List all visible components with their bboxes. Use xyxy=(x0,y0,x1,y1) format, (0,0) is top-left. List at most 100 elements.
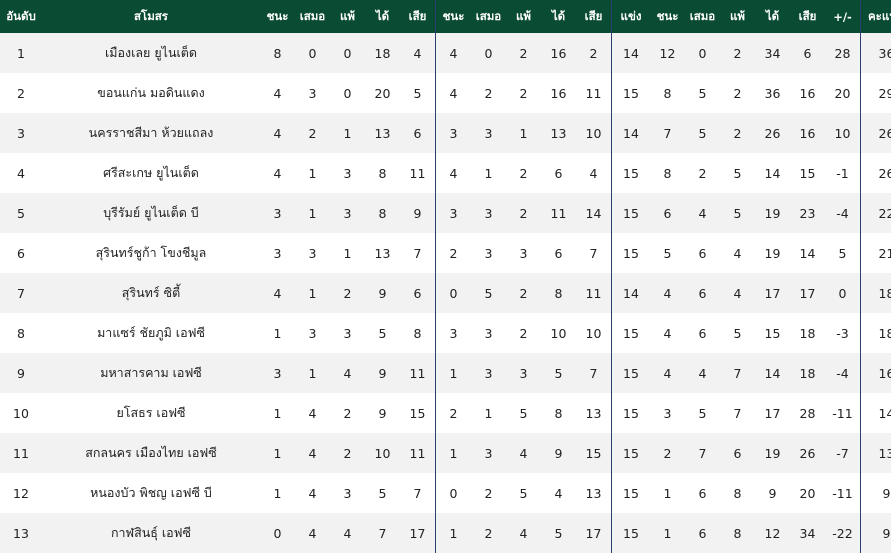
cell-goal-difference: 28 xyxy=(825,33,861,73)
cell-points: 18 xyxy=(860,273,891,313)
cell-home-goals-for: 13 xyxy=(365,113,400,153)
cell-home-goals-for: 20 xyxy=(365,73,400,113)
cell-away-loss: 1 xyxy=(506,113,541,153)
header-away-goals-for[interactable]: ได้ xyxy=(541,0,576,33)
cell-total-win: 2 xyxy=(650,433,685,473)
cell-away-loss: 4 xyxy=(506,513,541,553)
cell-rank: 3 xyxy=(0,113,42,153)
cell-away-draw: 3 xyxy=(471,113,506,153)
table-row[interactable]: 12 หนองบัว พิชญ เอฟซี บี 1 4 3 5 7 0 2 5 4 13 15 1 6 8 9… xyxy=(0,473,891,513)
cell-rank: 12 xyxy=(0,473,42,513)
header-total-loss[interactable]: แพ้ xyxy=(720,0,755,33)
cell-away-loss: 2 xyxy=(506,153,541,193)
header-club[interactable]: สโมสร xyxy=(42,0,260,33)
cell-away-win: 0 xyxy=(435,273,471,313)
cell-total-goals-for: 9 xyxy=(755,473,790,513)
cell-rank: 7 xyxy=(0,273,42,313)
header-home-win[interactable]: ชนะ xyxy=(260,0,295,33)
table-row[interactable]: 6 สุรินทร์ชูก้า โขงชีมูล 3 3 1 13 7 2 3 3 6 7 15 5 6 4 1… xyxy=(0,233,891,273)
cell-total-played: 14 xyxy=(611,273,650,313)
cell-home-win: 3 xyxy=(260,193,295,233)
cell-home-goals-against: 5 xyxy=(400,73,436,113)
cell-home-draw: 3 xyxy=(295,313,330,353)
cell-total-played: 15 xyxy=(611,393,650,433)
header-total-played[interactable]: แข่ง xyxy=(611,0,650,33)
cell-home-loss: 3 xyxy=(330,313,365,353)
cell-rank: 2 xyxy=(0,73,42,113)
cell-away-goals-against: 13 xyxy=(576,393,612,433)
table-row[interactable]: 10 ยโสธร เอฟซี 1 4 2 9 15 2 1 5 8 13 15 3 5 7 17 28 -11 14 xyxy=(0,393,891,433)
table-row[interactable]: 9 มหาสารคาม เอฟซี 3 1 4 9 11 1 3 3 5 7 15 4 4 7 14 18 -4 16 xyxy=(0,353,891,393)
table-row[interactable]: 1 เมืองเลย ยูไนเต็ด 8 0 0 18 4 4 0 2 16 2 14 12 0 2 34 6 2… xyxy=(0,33,891,73)
header-points[interactable]: คะแนน xyxy=(860,0,891,33)
header-goal-difference[interactable]: +/- xyxy=(825,0,861,33)
cell-home-goals-for: 10 xyxy=(365,433,400,473)
header-total-goals-against[interactable]: เสีย xyxy=(790,0,825,33)
cell-away-goals-for: 6 xyxy=(541,233,576,273)
header-away-win[interactable]: ชนะ xyxy=(435,0,471,33)
cell-home-goals-against: 11 xyxy=(400,353,436,393)
header-total-win[interactable]: ชนะ xyxy=(650,0,685,33)
cell-total-loss: 5 xyxy=(720,313,755,353)
table-row[interactable]: 7 สุรินทร์ ซิตี้ 4 1 2 9 6 0 5 2 8 11 14 4 6 4 17 17 0 18 xyxy=(0,273,891,313)
header-home-loss[interactable]: แพ้ xyxy=(330,0,365,33)
cell-club-name: มาแซร์ ชัยภูมิ เอฟซี xyxy=(42,313,260,353)
table-row[interactable]: 13 กาฬสินธุ์ เอฟซี 0 4 4 7 17 1 2 4 5 17 15 1 6 8 12 34 -2… xyxy=(0,513,891,553)
cell-away-goals-against: 14 xyxy=(576,193,612,233)
table-row[interactable]: 2 ขอนแก่น มอดินแดง 4 3 0 20 5 4 2 2 16 11 15 8 5 2 36 16 2… xyxy=(0,73,891,113)
cell-club-name: หนองบัว พิชญ เอฟซี บี xyxy=(42,473,260,513)
table-row[interactable]: 3 นครราชสีมา ห้วยแถลง 4 2 1 13 6 3 3 1 13 10 14 7 5 2 26… xyxy=(0,113,891,153)
cell-home-loss: 1 xyxy=(330,113,365,153)
header-home-draw[interactable]: เสมอ xyxy=(295,0,330,33)
cell-home-goals-against: 11 xyxy=(400,433,436,473)
cell-total-win: 6 xyxy=(650,193,685,233)
cell-club-name: กาฬสินธุ์ เอฟซี xyxy=(42,513,260,553)
cell-total-goals-against: 18 xyxy=(790,353,825,393)
cell-club-name: สกลนคร เมืองไทย เอฟซี xyxy=(42,433,260,473)
cell-away-loss: 2 xyxy=(506,73,541,113)
cell-total-goals-for: 19 xyxy=(755,433,790,473)
cell-goal-difference: 0 xyxy=(825,273,861,313)
cell-rank: 13 xyxy=(0,513,42,553)
cell-home-loss: 0 xyxy=(330,33,365,73)
cell-home-goals-for: 13 xyxy=(365,233,400,273)
cell-home-goals-against: 4 xyxy=(400,33,436,73)
cell-away-goals-for: 16 xyxy=(541,73,576,113)
table-header: อันดับ สโมสร ชนะ เสมอ แพ้ ได้ เสีย ชนะ เ… xyxy=(0,0,891,33)
header-away-loss[interactable]: แพ้ xyxy=(506,0,541,33)
cell-total-win: 1 xyxy=(650,473,685,513)
cell-away-draw: 3 xyxy=(471,233,506,273)
cell-away-loss: 5 xyxy=(506,393,541,433)
cell-home-win: 4 xyxy=(260,273,295,313)
header-home-goals-against[interactable]: เสีย xyxy=(400,0,436,33)
cell-total-win: 4 xyxy=(650,353,685,393)
cell-away-goals-against: 15 xyxy=(576,433,612,473)
cell-home-goals-against: 6 xyxy=(400,273,436,313)
table-row[interactable]: 8 มาแซร์ ชัยภูมิ เอฟซี 1 3 3 5 8 3 3 2 10 10 15 4 6 5 15… xyxy=(0,313,891,353)
cell-points: 29 xyxy=(860,73,891,113)
cell-club-name: บุรีรัมย์ ยูไนเต็ด บี xyxy=(42,193,260,233)
header-total-draw[interactable]: เสมอ xyxy=(685,0,720,33)
cell-total-goals-against: 23 xyxy=(790,193,825,233)
table-row[interactable]: 11 สกลนคร เมืองไทย เอฟซี 1 4 2 10 11 1 3 4 9 15 15 2 7… xyxy=(0,433,891,473)
cell-total-draw: 6 xyxy=(685,233,720,273)
cell-home-goals-against: 17 xyxy=(400,513,436,553)
cell-home-draw: 1 xyxy=(295,193,330,233)
cell-total-goals-against: 6 xyxy=(790,33,825,73)
cell-home-draw: 4 xyxy=(295,393,330,433)
header-rank[interactable]: อันดับ xyxy=(0,0,42,33)
cell-away-loss: 2 xyxy=(506,193,541,233)
cell-home-win: 4 xyxy=(260,153,295,193)
cell-away-win: 3 xyxy=(435,193,471,233)
header-home-goals-for[interactable]: ได้ xyxy=(365,0,400,33)
header-away-draw[interactable]: เสมอ xyxy=(471,0,506,33)
header-away-goals-against[interactable]: เสีย xyxy=(576,0,612,33)
cell-total-loss: 7 xyxy=(720,353,755,393)
table-row[interactable]: 5 บุรีรัมย์ ยูไนเต็ด บี 3 1 3 8 9 3 3 2 11 14 15 6 4 5 1… xyxy=(0,193,891,233)
table-row[interactable]: 4 ศรีสะเกษ ยูไนเต็ด 4 1 3 8 11 4 1 2 6 4 15 8 2 5 14 15 -1… xyxy=(0,153,891,193)
cell-home-loss: 1 xyxy=(330,233,365,273)
cell-home-draw: 3 xyxy=(295,73,330,113)
cell-club-name: นครราชสีมา ห้วยแถลง xyxy=(42,113,260,153)
cell-total-win: 5 xyxy=(650,233,685,273)
header-total-goals-for[interactable]: ได้ xyxy=(755,0,790,33)
